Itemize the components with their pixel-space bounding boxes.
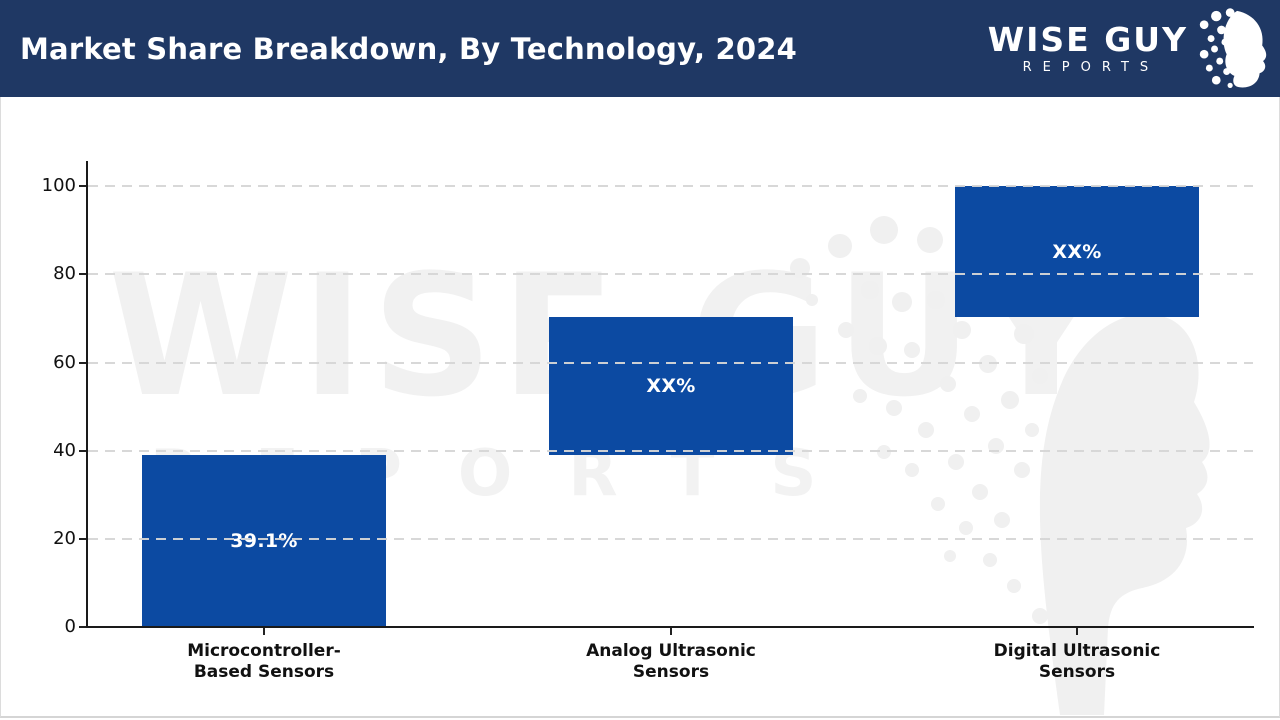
y-tick-label: 20	[53, 527, 76, 549]
bar: XX%	[955, 186, 1199, 318]
chart-title: Market Share Breakdown, By Technology, 2…	[20, 31, 798, 66]
brand-name: WISE GUY	[987, 19, 1188, 59]
y-tick-mark	[79, 185, 87, 188]
y-tick-label: 40	[53, 439, 76, 461]
category-label: Microcontroller- Based Sensors	[187, 641, 341, 682]
y-axis-line	[86, 161, 88, 628]
bar-value-label: XX%	[1052, 240, 1102, 263]
bar: 39.1%	[142, 454, 386, 627]
y-tick-label: 100	[41, 175, 76, 197]
category-label: Digital Ultrasonic Sensors	[993, 641, 1161, 682]
y-tick-mark	[79, 449, 87, 452]
x-axis-line	[86, 626, 1254, 628]
bar: XX%	[549, 317, 793, 455]
y-tick-mark	[79, 361, 87, 364]
y-tick-label: 0	[64, 616, 76, 637]
gridline	[88, 361, 1253, 364]
x-tick-mark	[670, 628, 672, 635]
brand-text: WISE GUY REPORTS	[987, 19, 1188, 75]
gridline	[88, 185, 1253, 188]
bar-value-label: XX%	[646, 374, 696, 397]
logo-face-icon	[1199, 7, 1267, 88]
gridline	[88, 537, 1253, 540]
header-bar: Market Share Breakdown, By Technology, 2…	[0, 0, 1280, 97]
y-tick-label: 60	[53, 351, 76, 373]
category-label: Analog Ultrasonic Sensors	[586, 641, 756, 682]
gridline	[88, 273, 1253, 276]
brand-logo: WISE GUY REPORTS	[988, 5, 1270, 93]
y-tick-mark	[79, 626, 87, 628]
y-tick-label: 80	[53, 263, 76, 285]
bar-value-label: 39.1%	[230, 529, 298, 552]
y-tick-mark	[79, 537, 87, 540]
gridline	[88, 449, 1253, 452]
brand-sub: REPORTS	[1022, 59, 1160, 75]
x-tick-mark	[1076, 628, 1078, 635]
y-tick-mark	[79, 273, 87, 276]
x-tick-mark	[263, 628, 265, 635]
